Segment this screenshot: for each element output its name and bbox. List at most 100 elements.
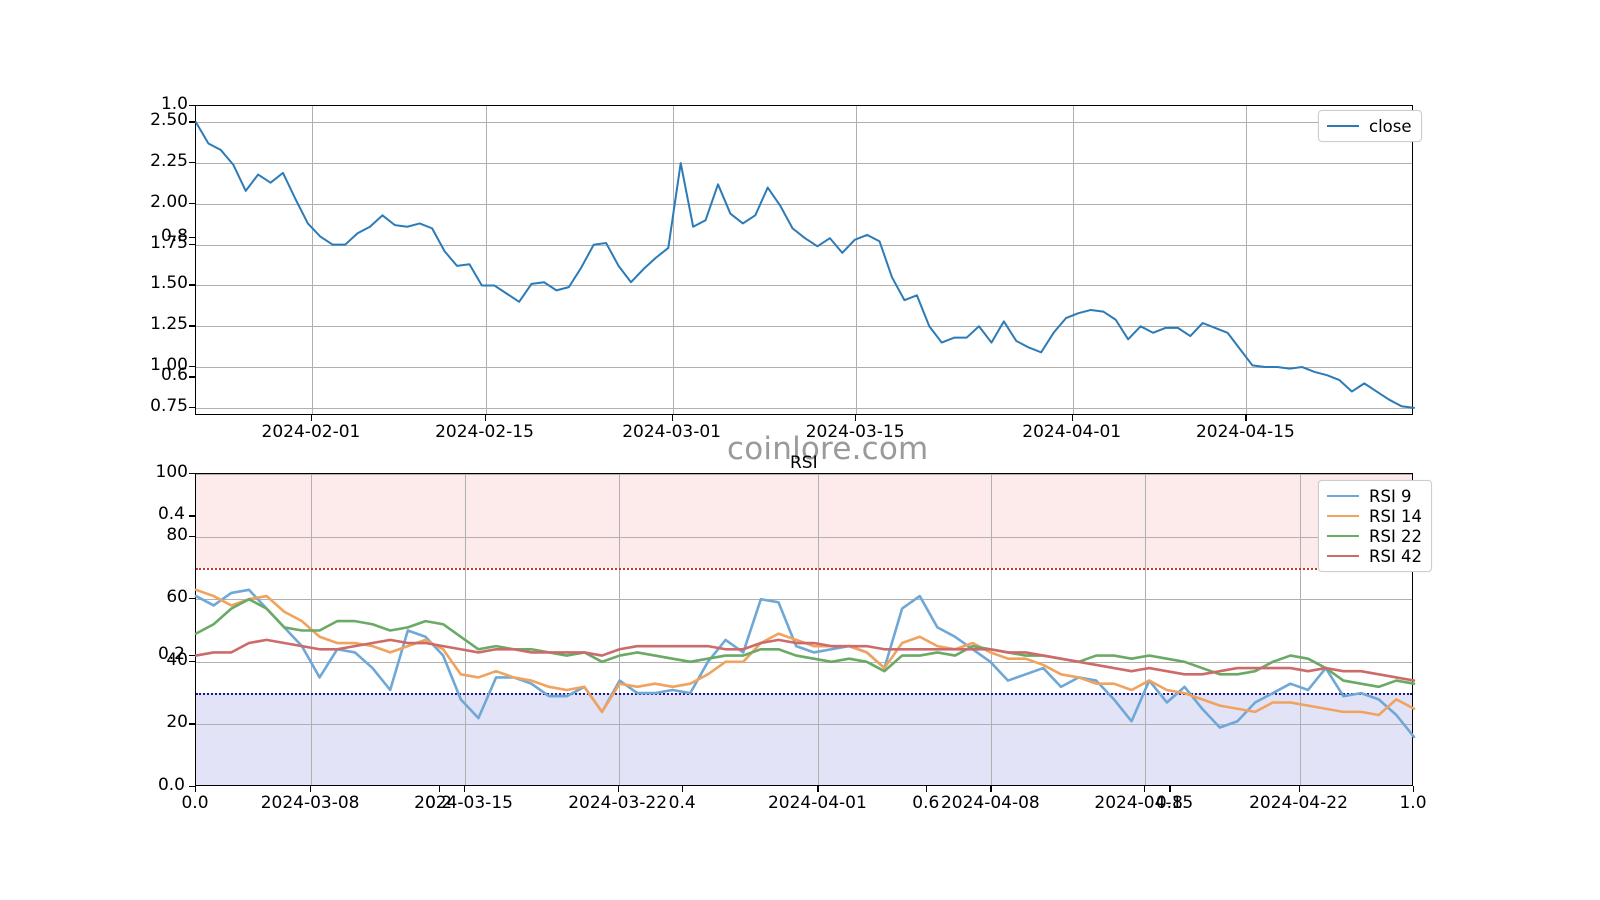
price-y-tick-mark xyxy=(189,243,195,245)
gridline-vertical xyxy=(1246,106,1248,414)
gridline-vertical xyxy=(311,106,313,414)
price-y-tick-mark xyxy=(189,284,195,286)
rsi-x-tick-mark xyxy=(990,786,992,792)
price-x-tick-mark xyxy=(1245,415,1247,421)
rsi-legend[interactable]: RSI 9 RSI 14 RSI 22 RSI 42 xyxy=(1318,480,1433,572)
rsi-secondary-y-tick-mark xyxy=(189,515,195,517)
rsi-y-tick-label: 60 xyxy=(166,587,188,608)
oversold-band xyxy=(196,693,1412,785)
rsi-secondary-x-tick-mark xyxy=(438,786,440,792)
price-secondary-y-tick-mark xyxy=(189,236,195,239)
rsi-x-tick-mark xyxy=(463,786,465,792)
price-chart-panel xyxy=(195,105,1415,415)
price-y-tick-label: 2.00 xyxy=(150,191,188,212)
price-y-tick-mark xyxy=(189,325,195,327)
rsi-y-tick-label: 80 xyxy=(166,524,188,545)
price-x-tick-mark xyxy=(1071,415,1073,421)
rsi-x-tick-mark xyxy=(1143,786,1146,792)
rsi-secondary-x-tick-mark xyxy=(925,786,928,792)
gridline-horizontal xyxy=(196,724,1412,726)
price-y-tick-label: 1.25 xyxy=(150,314,188,335)
rsi-secondary-y-tick-label: 0.0 xyxy=(157,775,185,795)
gridline-horizontal xyxy=(196,163,1412,165)
gridline-horizontal xyxy=(196,326,1412,328)
rsi-x-tick-label: 2024-04-15 xyxy=(1094,793,1194,813)
legend-label: close xyxy=(1369,116,1412,136)
gridline-vertical xyxy=(818,474,820,785)
legend-label: RSI 14 xyxy=(1369,506,1423,526)
legend-item[interactable]: RSI 14 xyxy=(1327,506,1422,526)
legend-item[interactable]: RSI 9 xyxy=(1327,486,1422,506)
gridline-horizontal xyxy=(196,407,1412,409)
rsi-x-tick-mark xyxy=(310,786,312,792)
rsi-secondary-x-tick-mark xyxy=(682,786,684,792)
price-y-tick-mark xyxy=(189,121,195,123)
rsi-secondary-x-tick-mark xyxy=(195,786,197,792)
gridline-horizontal xyxy=(196,122,1412,124)
gridline-horizontal xyxy=(196,203,1412,205)
price-secondary-y-tick-label: 0.6 xyxy=(160,365,188,386)
price-secondary-y-tick-label: 0.8 xyxy=(160,225,188,246)
rsi-y-tick-mark xyxy=(189,723,195,725)
price-x-tick-label: 2024-03-15 xyxy=(805,422,905,442)
overbought-band xyxy=(196,474,1412,568)
price-x-tick-label: 2024-04-01 xyxy=(1022,422,1122,442)
price-line-plot xyxy=(195,121,1415,409)
rsi-secondary-x-tick-label: 0.4 xyxy=(668,793,696,813)
legend-color-swatch xyxy=(1327,535,1359,537)
gridline-vertical xyxy=(672,106,674,414)
gridline-horizontal xyxy=(196,661,1412,663)
gridline-horizontal xyxy=(196,599,1412,601)
rsi-y-tick-mark xyxy=(189,660,195,663)
price-y-tick-mark xyxy=(189,162,195,164)
rsi-line-plot xyxy=(194,588,1416,739)
legend-label: RSI 9 xyxy=(1369,486,1412,506)
legend-color-swatch xyxy=(1327,515,1359,517)
rsi-x-tick-label: 2024-03-22 xyxy=(568,793,668,813)
rsi-secondary-x-tick-label: 0.2 xyxy=(425,793,453,813)
legend-item[interactable]: RSI 22 xyxy=(1327,526,1422,546)
rsi-y-tick-label: 20 xyxy=(166,712,188,733)
legend-item[interactable]: RSI 42 xyxy=(1327,546,1422,566)
price-x-tick-label: 2024-02-01 xyxy=(261,422,361,442)
rsi-secondary-x-tick-label: 0.8 xyxy=(1155,793,1183,813)
rsi-x-tick-mark xyxy=(1298,786,1300,792)
overbought-threshold-line xyxy=(196,567,1412,570)
rsi-x-tick-label: 2024-03-08 xyxy=(260,793,360,813)
rsi-y-tick-mark xyxy=(189,598,195,600)
gridline-vertical xyxy=(991,474,993,785)
price-x-tick-label: 2024-04-15 xyxy=(1195,422,1295,442)
price-y-tick-label: 1.50 xyxy=(150,273,188,294)
rsi-x-tick-mark xyxy=(817,786,819,792)
rsi-secondary-y-tick-label: 0.2 xyxy=(157,643,185,664)
price-secondary-y-tick-mark xyxy=(189,376,195,378)
price-legend[interactable]: close xyxy=(1318,110,1422,142)
watermark: coinlore.com xyxy=(727,431,929,467)
gridline-horizontal xyxy=(196,285,1412,287)
oversold-threshold-line xyxy=(196,693,1412,696)
rsi-x-tick-label: 2024-04-22 xyxy=(1249,793,1348,813)
price-y-tick-label: 2.50 xyxy=(150,110,188,131)
rsi-x-tick-mark xyxy=(617,786,619,792)
rsi-x-tick-label: 2024-03-15 xyxy=(414,793,513,813)
legend-color-swatch xyxy=(1327,555,1359,557)
price-secondary-y-tick-label: 1.0 xyxy=(160,94,188,114)
rsi-secondary-x-tick-label: 0.0 xyxy=(181,793,209,813)
gridline-horizontal xyxy=(196,244,1412,246)
rsi-secondary-x-tick-mark xyxy=(1413,786,1415,792)
rsi-y-tick-mark xyxy=(189,473,195,475)
legend-item[interactable]: close xyxy=(1327,116,1412,136)
legend-label: RSI 22 xyxy=(1369,526,1423,546)
rsi-secondary-y-tick-label: 0.4 xyxy=(157,504,185,525)
gridline-vertical xyxy=(856,106,858,414)
price-y-tick-mark xyxy=(189,406,195,409)
price-y-tick-mark xyxy=(189,202,195,205)
legend-color-swatch xyxy=(1327,495,1359,497)
legend-color-swatch xyxy=(1327,125,1359,127)
price-x-tick-label: 2024-02-15 xyxy=(435,422,534,442)
legend-label: RSI 42 xyxy=(1369,546,1423,566)
rsi-secondary-x-tick-mark xyxy=(1169,786,1171,792)
price-y-tick-label: 2.25 xyxy=(150,151,188,172)
price-x-tick-mark xyxy=(671,415,673,421)
price-y-tick-mark xyxy=(189,366,195,368)
